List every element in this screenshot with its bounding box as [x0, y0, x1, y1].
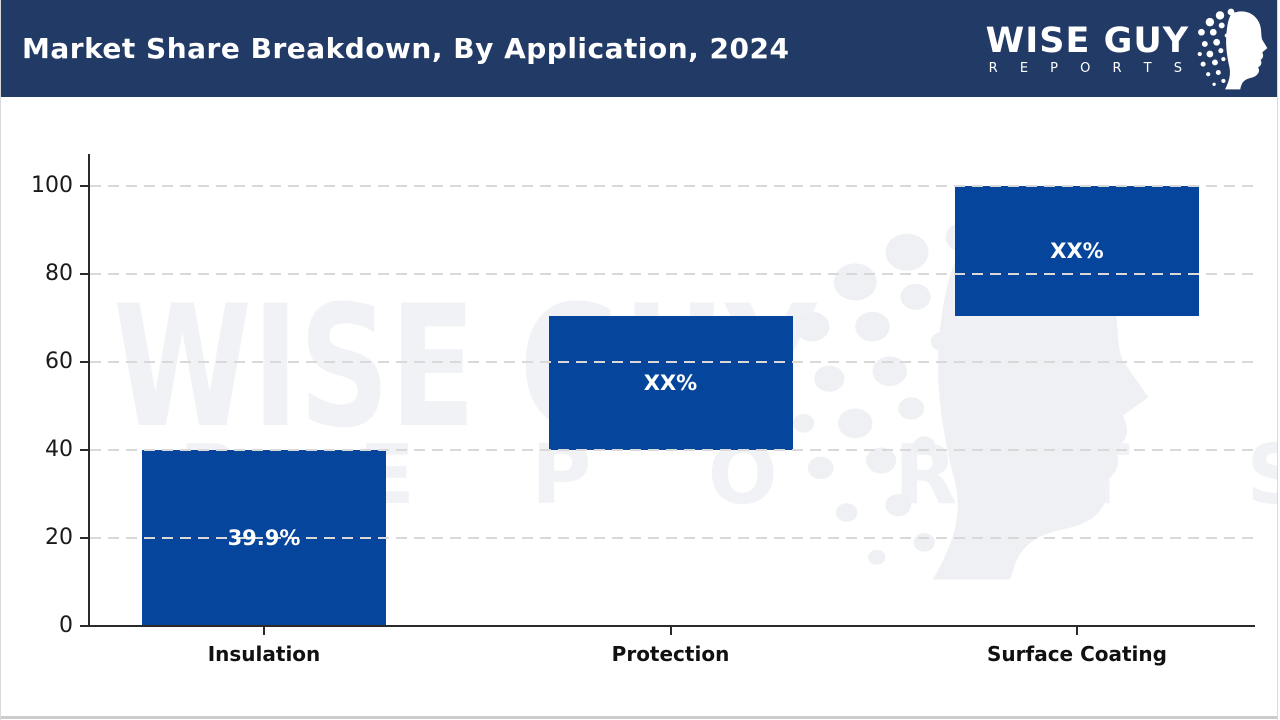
- bar: [548, 315, 793, 450]
- logo-wordmark: WISE GUY: [985, 20, 1190, 61]
- x-tick-label: Insulation: [207, 642, 321, 666]
- y-tick-label: 0: [59, 612, 73, 638]
- brand-logo: WISE GUY R E P O R T S: [986, 4, 1269, 94]
- y-tick-mark: [80, 184, 88, 187]
- x-tick-mark: [669, 627, 672, 635]
- logo-text: WISE GUY R E P O R T S: [985, 20, 1191, 76]
- gridline: [90, 536, 1255, 539]
- y-tick-label: 60: [45, 348, 73, 374]
- y-tick-mark: [80, 360, 88, 363]
- gridline: [90, 360, 1255, 363]
- y-tick-label: 80: [45, 260, 73, 286]
- bar: [955, 185, 1199, 316]
- bar-value-label: XX%: [1050, 238, 1104, 263]
- x-tick-label: Protection: [611, 642, 730, 666]
- y-tick-mark: [80, 448, 88, 451]
- gridline: [90, 184, 1255, 187]
- y-tick-label: 20: [45, 524, 73, 550]
- y-tick-mark: [80, 536, 88, 539]
- y-axis-line: [88, 154, 90, 626]
- x-tick-mark: [1076, 627, 1078, 635]
- y-tick-mark: [80, 624, 88, 627]
- x-axis-line: [88, 625, 1255, 627]
- bottom-divider: [1, 716, 1277, 719]
- chart-area: WISE GUY R E P O R T S 0 20 40 60 80 100 39.9%…: [1, 97, 1277, 716]
- gridline: [90, 448, 1255, 451]
- bar-value-label: 39.9%: [227, 525, 301, 550]
- bar-value-label: XX%: [643, 370, 698, 395]
- logo-subtext: R E P O R T S: [988, 60, 1191, 76]
- bar-chart: 0 20 40 60 80 100 39.9% Insulation XX% Protection…: [1, 97, 1277, 716]
- logo-face-icon: [1197, 8, 1268, 90]
- page-title: Market Share Breakdown, By Application, …: [22, 32, 790, 65]
- y-tick-label: 100: [31, 172, 73, 198]
- x-tick-mark: [263, 627, 265, 635]
- y-tick-label: 40: [45, 436, 73, 462]
- x-tick-label: Surface Coating: [987, 642, 1167, 666]
- y-tick-mark: [80, 272, 88, 275]
- header: Market Share Breakdown, By Application, …: [1, 0, 1277, 97]
- gridline: [90, 272, 1255, 275]
